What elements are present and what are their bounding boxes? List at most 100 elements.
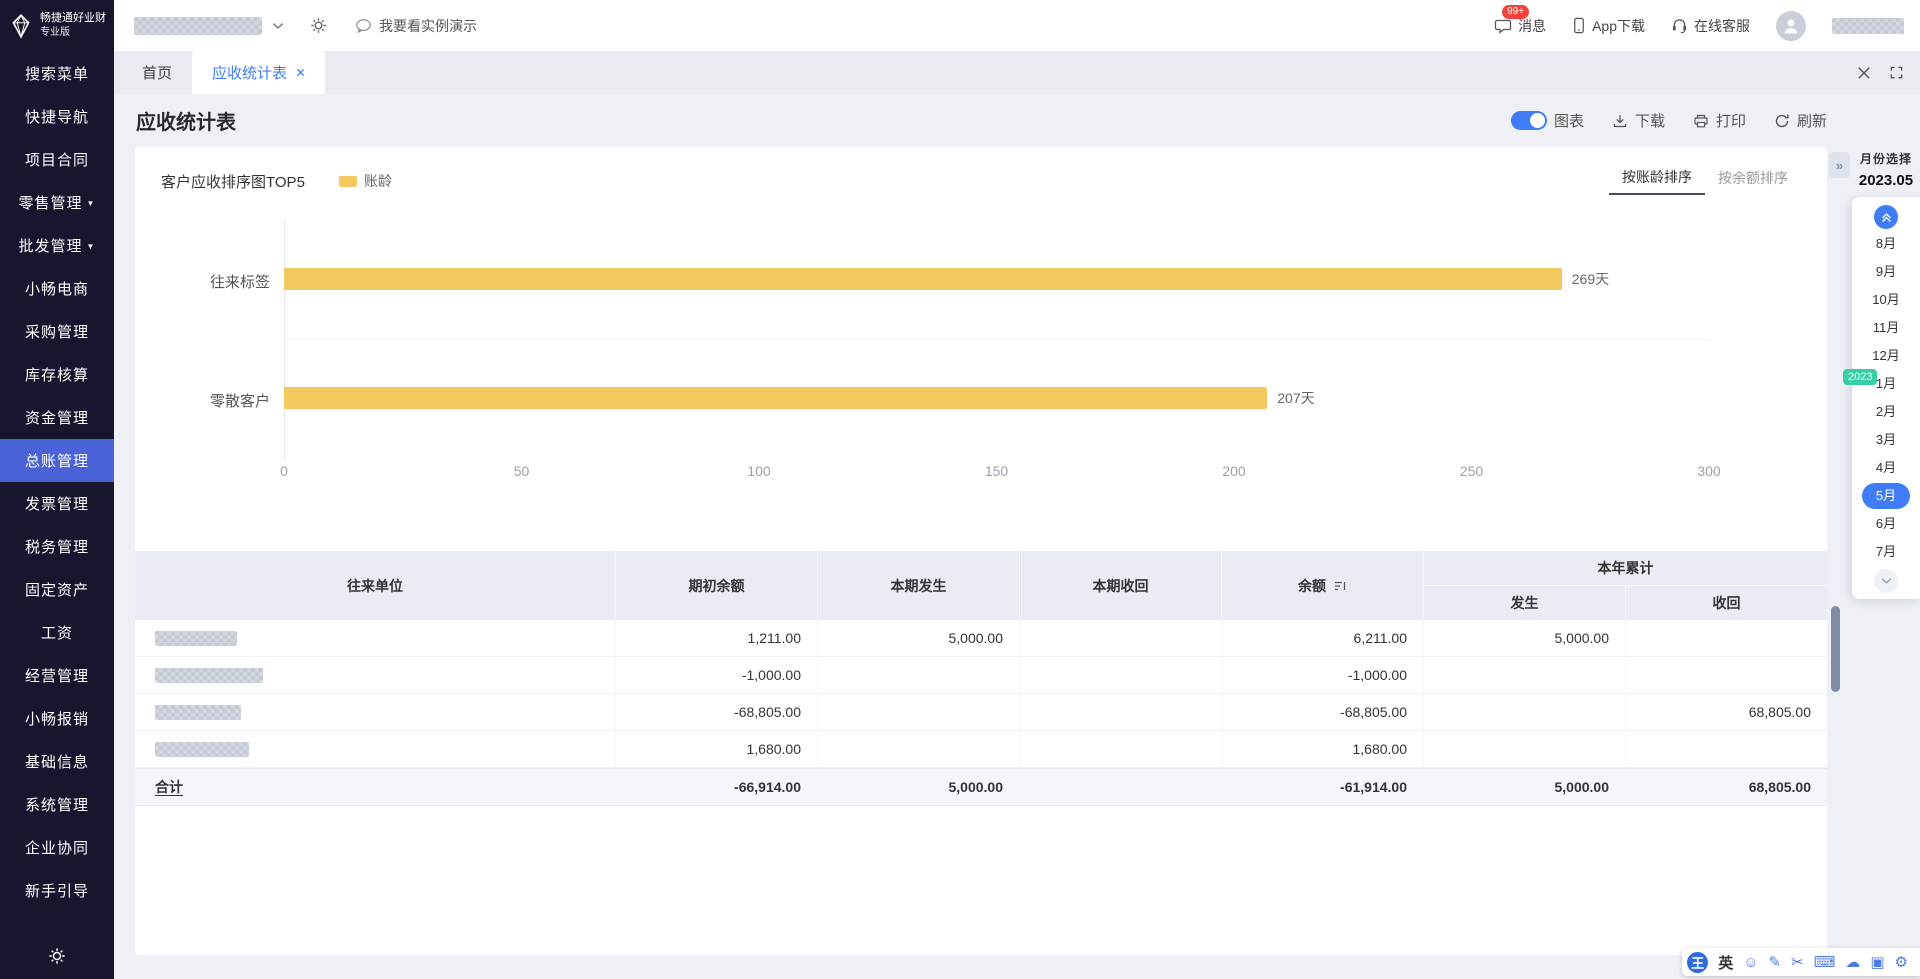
- bar-value-label: 207天: [1277, 390, 1315, 406]
- print-button[interactable]: 打印: [1693, 110, 1746, 131]
- sidebar-item-business-mgmt[interactable]: 经营管理: [24, 668, 89, 685]
- chart-view-toggle[interactable]: 图表: [1510, 110, 1584, 131]
- app-download-button[interactable]: App下载: [1572, 16, 1645, 36]
- sidebar-item-collaboration[interactable]: 企业协同: [24, 840, 89, 857]
- sidebar-item-invoice[interactable]: 发票管理: [24, 496, 89, 513]
- month-panel-collapse-button[interactable]: »: [1829, 152, 1850, 178]
- sidebar-item-ecommerce[interactable]: 小畅电商: [24, 281, 89, 298]
- toggle-switch[interactable]: [1510, 111, 1547, 130]
- customer-name-redacted[interactable]: [155, 704, 241, 720]
- customer-name-redacted[interactable]: [155, 630, 237, 646]
- emoji-icon[interactable]: ☺: [1743, 953, 1759, 971]
- tab-home[interactable]: 首页: [142, 65, 173, 82]
- x-tick: 0: [280, 463, 288, 479]
- month-item[interactable]: 6月: [1875, 516, 1897, 531]
- page-title: 应收统计表: [136, 112, 236, 134]
- x-tick: 100: [747, 463, 771, 479]
- sidebar-item-general-ledger[interactable]: 总账管理: [0, 439, 114, 482]
- table-row: 1,211.00 5,000.00 6,211.00 5,000.00: [135, 620, 1827, 657]
- sidebar-item-purchase[interactable]: 采购管理: [24, 324, 89, 341]
- fullscreen-icon[interactable]: [1889, 65, 1904, 80]
- messages-button[interactable]: 99+ 消息: [1494, 4, 1546, 36]
- sidebar-item-inventory[interactable]: 库存核算: [24, 367, 89, 384]
- chart-y-axis-line: [284, 220, 285, 460]
- demo-link[interactable]: 我要看实例演示: [355, 16, 477, 36]
- refresh-button[interactable]: 刷新: [1774, 110, 1827, 131]
- chart-x-axis: 0 50 100 150 200 250 300: [280, 463, 1721, 481]
- col-header-balance: 余额: [1221, 551, 1423, 620]
- chart-header: 客户应收排序图TOP5 账龄 按账龄排序 按余额排序: [135, 147, 1827, 195]
- sort-icon[interactable]: [1333, 579, 1347, 593]
- sidebar-item-funds[interactable]: 资金管理: [24, 410, 89, 427]
- x-tick: 250: [1459, 463, 1484, 479]
- keyboard-icon[interactable]: ⌨: [1813, 953, 1836, 971]
- scissors-icon[interactable]: ✂: [1791, 953, 1804, 971]
- month-item[interactable]: 3月: [1875, 432, 1897, 447]
- user-avatar[interactable]: [1776, 10, 1806, 41]
- table-total-row: 合计 -66,914.00 5,000.00 -61,914.00 5,000.…: [135, 768, 1827, 806]
- customer-name-redacted[interactable]: [155, 667, 263, 683]
- sidebar-item-beginner-guide[interactable]: 新手引导: [24, 883, 89, 900]
- close-icon[interactable]: [1857, 66, 1871, 80]
- col-header-year-received: 收回: [1625, 586, 1827, 620]
- sidebar-item-search-menu[interactable]: 搜索菜单: [24, 66, 89, 83]
- online-service-button[interactable]: 在线客服: [1671, 16, 1750, 36]
- customer-name-redacted[interactable]: [155, 741, 249, 757]
- month-item[interactable]: 9月: [1875, 264, 1897, 279]
- scroll-up-icon[interactable]: [1874, 205, 1898, 229]
- sidebar-item-retail[interactable]: 零售管理 ▼: [18, 195, 96, 212]
- username-redacted[interactable]: [1832, 17, 1904, 34]
- pencil-icon[interactable]: ✎: [1768, 953, 1782, 971]
- col-header-period-received: 本期收回: [1019, 551, 1221, 620]
- sidebar-item-project-contract[interactable]: 项目合同: [24, 152, 89, 169]
- ime-logo-icon[interactable]: 王: [1687, 951, 1709, 973]
- toolbox-icon[interactable]: ▣: [1870, 953, 1885, 971]
- tab-close-icon[interactable]: [296, 68, 305, 77]
- month-item[interactable]: 11月: [1872, 320, 1900, 335]
- sidebar-item-wholesale[interactable]: 批发管理 ▼: [18, 238, 96, 255]
- month-item[interactable]: 7月: [1875, 544, 1897, 559]
- chart-bar-row: 207天: [284, 387, 1709, 409]
- cloud-icon[interactable]: ☁: [1845, 953, 1861, 971]
- brand: 畅捷通好业财 专业版: [0, 0, 114, 50]
- x-tick: 150: [984, 463, 1009, 479]
- tab-receivables-report[interactable]: 应收统计表: [192, 51, 326, 94]
- month-item[interactable]: 10月: [1872, 292, 1900, 307]
- month-item[interactable]: 8月: [1875, 236, 1897, 251]
- download-icon: [1612, 113, 1628, 129]
- report-panel: 客户应收排序图TOP5 账龄 按账龄排序 按余额排序 往来标签 零散客户 269…: [135, 147, 1827, 955]
- month-item-selected[interactable]: 5月: [1862, 483, 1910, 509]
- chart-category-label: 往来标签: [209, 274, 270, 291]
- total-link[interactable]: 合计: [155, 779, 183, 795]
- sidebar-item-tax[interactable]: 税务管理: [24, 539, 89, 556]
- month-item[interactable]: 4月: [1875, 460, 1897, 475]
- scroll-down-icon[interactable]: [1874, 569, 1898, 593]
- col-header-opening-balance: 期初余额: [615, 551, 817, 620]
- sidebar-item-reimburse[interactable]: 小畅报销: [24, 711, 89, 728]
- sidebar-item-salary[interactable]: 工资: [40, 625, 73, 642]
- sidebar: 畅捷通好业财 专业版 搜索菜单 快捷导航 项目合同 零售管理 ▼ 批发管理 ▼ 小畅…: [0, 0, 114, 979]
- table-row: -68,805.00 -68,805.00 68,805.00: [135, 694, 1827, 731]
- company-select[interactable]: [134, 16, 284, 35]
- vertical-scrollbar[interactable]: [1831, 147, 1840, 955]
- ime-language-mode[interactable]: 英: [1718, 954, 1734, 972]
- download-button[interactable]: 下载: [1612, 110, 1665, 131]
- sort-by-aging-tab[interactable]: 按账龄排序: [1609, 167, 1705, 195]
- month-item[interactable]: 12月: [1872, 348, 1900, 363]
- month-item[interactable]: 2月: [1875, 404, 1897, 419]
- sidebar-settings-gear-icon[interactable]: [0, 933, 114, 979]
- scrollbar-thumb[interactable]: [1831, 606, 1840, 692]
- year-badge: 2023: [1843, 369, 1878, 385]
- sidebar-item-system-mgmt[interactable]: 系统管理: [24, 797, 89, 814]
- ime-toolbar: 王 英 ☺ ✎ ✂ ⌨ ☁ ▣ ⚙: [1682, 948, 1920, 976]
- gear-icon[interactable]: ⚙: [1894, 953, 1908, 971]
- sidebar-item-quick-nav[interactable]: 快捷导航: [24, 109, 89, 126]
- sort-by-balance-tab[interactable]: 按余额排序: [1718, 170, 1788, 186]
- sidebar-item-basic-info[interactable]: 基础信息: [24, 754, 89, 771]
- sidebar-item-fixed-assets[interactable]: 固定资产: [24, 582, 89, 599]
- tab-bar: 首页 应收统计表: [114, 51, 1920, 94]
- settings-gear-icon[interactable]: [310, 17, 327, 34]
- x-tick: 200: [1222, 463, 1246, 479]
- month-item[interactable]: 1月: [1875, 376, 1897, 391]
- chart-legend-aging[interactable]: 账龄: [338, 171, 392, 191]
